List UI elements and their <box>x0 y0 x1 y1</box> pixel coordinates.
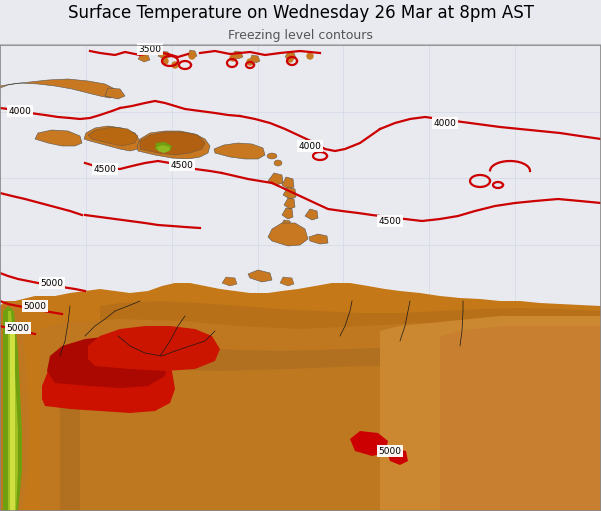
Polygon shape <box>42 343 175 413</box>
Text: 4000: 4000 <box>8 106 31 115</box>
Polygon shape <box>274 160 282 166</box>
Text: 4500: 4500 <box>171 160 194 170</box>
Polygon shape <box>3 306 22 511</box>
Polygon shape <box>140 132 205 155</box>
Polygon shape <box>305 209 318 220</box>
Text: 4500: 4500 <box>94 165 117 174</box>
Polygon shape <box>188 50 197 58</box>
Text: 5000: 5000 <box>7 323 29 333</box>
Polygon shape <box>8 311 18 511</box>
Circle shape <box>287 56 293 62</box>
Polygon shape <box>155 142 172 152</box>
Polygon shape <box>157 145 170 153</box>
Polygon shape <box>88 127 138 146</box>
Polygon shape <box>250 55 260 63</box>
Polygon shape <box>309 234 328 244</box>
Polygon shape <box>283 187 296 199</box>
Polygon shape <box>268 173 283 185</box>
Text: 5000: 5000 <box>40 278 64 288</box>
Text: 4500: 4500 <box>379 217 401 225</box>
Polygon shape <box>40 319 601 511</box>
Text: 4000: 4000 <box>299 142 322 151</box>
Polygon shape <box>282 208 293 219</box>
Polygon shape <box>440 326 601 511</box>
Text: 5000: 5000 <box>379 447 401 455</box>
Polygon shape <box>282 177 294 189</box>
Circle shape <box>230 55 236 61</box>
Polygon shape <box>267 153 277 159</box>
Circle shape <box>307 53 313 59</box>
Polygon shape <box>84 126 140 151</box>
Polygon shape <box>47 336 168 388</box>
Polygon shape <box>350 431 388 456</box>
Circle shape <box>189 53 195 59</box>
Polygon shape <box>388 449 408 465</box>
Polygon shape <box>35 130 82 146</box>
Polygon shape <box>232 51 243 59</box>
Circle shape <box>172 62 178 68</box>
Polygon shape <box>380 316 601 511</box>
Polygon shape <box>158 51 170 59</box>
Polygon shape <box>100 301 601 511</box>
Circle shape <box>162 58 168 64</box>
Text: 4000: 4000 <box>433 119 456 128</box>
Polygon shape <box>0 79 118 98</box>
Polygon shape <box>280 277 294 286</box>
Polygon shape <box>0 301 30 511</box>
Polygon shape <box>214 143 265 159</box>
Polygon shape <box>248 270 272 282</box>
Polygon shape <box>137 131 210 159</box>
Polygon shape <box>0 283 601 511</box>
Text: Surface Temperature on Wednesday 26 Mar at 8pm AST: Surface Temperature on Wednesday 26 Mar … <box>67 5 534 22</box>
Polygon shape <box>88 326 220 371</box>
Polygon shape <box>280 220 291 231</box>
Polygon shape <box>138 54 150 62</box>
Polygon shape <box>285 52 296 60</box>
Polygon shape <box>105 88 125 99</box>
Text: 5000: 5000 <box>23 301 46 311</box>
Text: 3500: 3500 <box>138 44 162 54</box>
Polygon shape <box>222 277 237 286</box>
Polygon shape <box>10 326 15 511</box>
Polygon shape <box>60 346 550 511</box>
Text: Freezing level contours: Freezing level contours <box>228 29 373 41</box>
Circle shape <box>247 59 253 65</box>
Polygon shape <box>268 223 308 246</box>
Polygon shape <box>80 366 500 511</box>
Polygon shape <box>284 198 295 209</box>
